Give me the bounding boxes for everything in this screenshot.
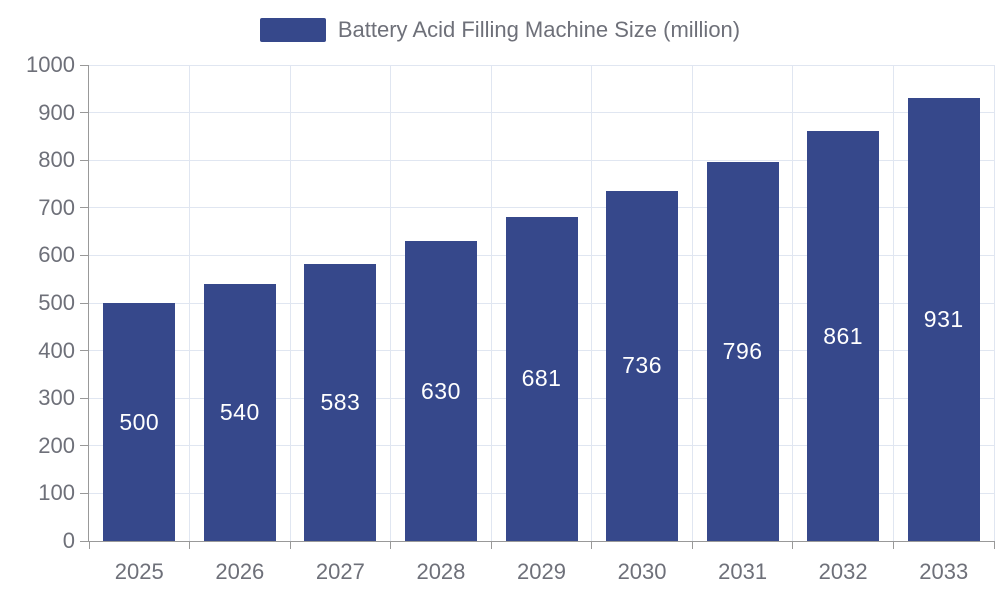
bar-value-label: 540 bbox=[219, 398, 260, 425]
y-axis-tick bbox=[80, 350, 88, 352]
y-axis-tick bbox=[80, 254, 88, 256]
y-axis-tick bbox=[80, 397, 88, 399]
legend-swatch bbox=[259, 18, 326, 42]
gridline-vertical bbox=[993, 65, 995, 541]
bar-value-label: 861 bbox=[823, 322, 864, 349]
gridline-vertical bbox=[892, 65, 894, 541]
gridline-vertical bbox=[792, 65, 794, 541]
bar-2031[interactable]: 796 bbox=[706, 162, 779, 541]
y-axis-label: 1000 bbox=[26, 52, 75, 77]
y-axis-tick bbox=[80, 159, 88, 161]
gridline-vertical bbox=[490, 65, 492, 541]
y-axis-tick bbox=[80, 540, 88, 542]
y-axis-label: 200 bbox=[38, 432, 75, 458]
bar-2033[interactable]: 931 bbox=[907, 97, 980, 541]
gridline-horizontal bbox=[89, 64, 994, 66]
bar-2025[interactable]: 500 bbox=[103, 303, 176, 541]
x-axis-tick bbox=[591, 541, 593, 549]
bar-2029[interactable]: 681 bbox=[505, 216, 578, 541]
y-axis-tick bbox=[80, 445, 88, 447]
x-axis-tick bbox=[88, 541, 90, 549]
legend-label: Battery Acid Filling Machine Size (milli… bbox=[337, 17, 741, 42]
y-axis-label: 400 bbox=[38, 337, 75, 363]
bar-2030[interactable]: 736 bbox=[606, 190, 679, 541]
bar-value-label: 931 bbox=[923, 305, 964, 332]
x-axis-label: 2031 bbox=[718, 559, 768, 584]
gridline-horizontal bbox=[89, 112, 994, 114]
bar-2028[interactable]: 630 bbox=[404, 241, 477, 541]
y-axis-label: 500 bbox=[38, 290, 75, 315]
x-axis-tick bbox=[993, 541, 995, 549]
y-axis-label: 800 bbox=[38, 147, 75, 173]
y-axis-tick bbox=[80, 492, 88, 494]
y-axis-tick bbox=[80, 64, 88, 66]
bar-value-label: 630 bbox=[421, 377, 461, 404]
bar-2027[interactable]: 583 bbox=[304, 263, 377, 541]
x-axis-tick bbox=[390, 541, 392, 549]
y-axis-tick bbox=[80, 302, 88, 304]
y-axis-tick bbox=[80, 207, 88, 209]
bar-2032[interactable]: 861 bbox=[807, 131, 880, 541]
x-axis-tick bbox=[691, 541, 693, 549]
x-axis-label: 2029 bbox=[517, 559, 566, 584]
x-axis-tick bbox=[189, 541, 191, 549]
x-axis-label: 2028 bbox=[416, 559, 466, 584]
x-axis-label: 2032 bbox=[818, 559, 868, 584]
y-axis-label: 700 bbox=[38, 194, 75, 220]
x-axis-label: 2027 bbox=[315, 559, 365, 584]
gridline-vertical bbox=[390, 65, 392, 541]
bar-value-label: 796 bbox=[722, 338, 763, 365]
plot-area: 0 100 200 300 400 500 600 700 800 900 1000 500 2025 5… bbox=[26, 53, 995, 584]
y-axis-label: 900 bbox=[38, 99, 75, 125]
gridline-vertical bbox=[289, 65, 291, 541]
x-axis-label: 2033 bbox=[919, 559, 969, 584]
y-axis-label: 0 bbox=[62, 528, 75, 553]
bar-value-label: 736 bbox=[622, 352, 662, 379]
x-axis-tick bbox=[490, 541, 492, 549]
x-axis-tick bbox=[892, 541, 894, 549]
gridline-vertical bbox=[591, 65, 593, 541]
gridline-vertical bbox=[691, 65, 693, 541]
y-axis-label: 300 bbox=[38, 385, 75, 411]
bar-value-label: 583 bbox=[320, 388, 361, 415]
x-axis-label: 2025 bbox=[114, 559, 164, 584]
bar-2026[interactable]: 540 bbox=[203, 283, 276, 541]
x-axis-label: 2030 bbox=[617, 559, 667, 584]
y-axis-label: 100 bbox=[38, 480, 75, 506]
x-axis-label: 2026 bbox=[215, 559, 265, 584]
y-axis-tick bbox=[80, 112, 88, 114]
bar-value-label: 681 bbox=[521, 365, 562, 392]
bar-value-label: 500 bbox=[119, 408, 160, 435]
gridline-vertical bbox=[189, 65, 191, 541]
x-axis-tick bbox=[792, 541, 794, 549]
legend[interactable]: Battery Acid Filling Machine Size (milli… bbox=[0, 17, 1000, 43]
x-axis-tick bbox=[289, 541, 291, 549]
y-axis-label: 600 bbox=[38, 242, 75, 268]
